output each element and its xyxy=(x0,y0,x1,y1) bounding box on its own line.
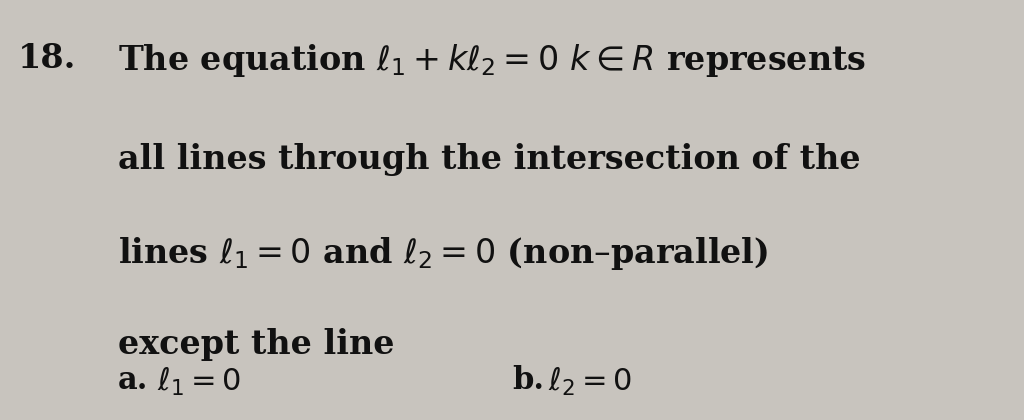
Text: b.: b. xyxy=(512,365,544,396)
Text: except the line: except the line xyxy=(118,328,394,361)
Text: all lines through the intersection of the: all lines through the intersection of th… xyxy=(118,143,860,176)
Text: a.: a. xyxy=(118,365,148,396)
Text: $\ell_1 = 0$: $\ell_1 = 0$ xyxy=(157,365,241,397)
Text: $\ell_2 = 0$: $\ell_2 = 0$ xyxy=(548,365,632,397)
Text: 18.: 18. xyxy=(17,42,76,75)
Text: The equation $\ell_1 + k\ell_2 = 0$ $k\in R$ represents: The equation $\ell_1 + k\ell_2 = 0$ $k\i… xyxy=(118,42,866,79)
Text: lines $\ell_1 = 0$ and $\ell_2 = 0$ (non–parallel): lines $\ell_1 = 0$ and $\ell_2 = 0$ (non… xyxy=(118,235,768,272)
